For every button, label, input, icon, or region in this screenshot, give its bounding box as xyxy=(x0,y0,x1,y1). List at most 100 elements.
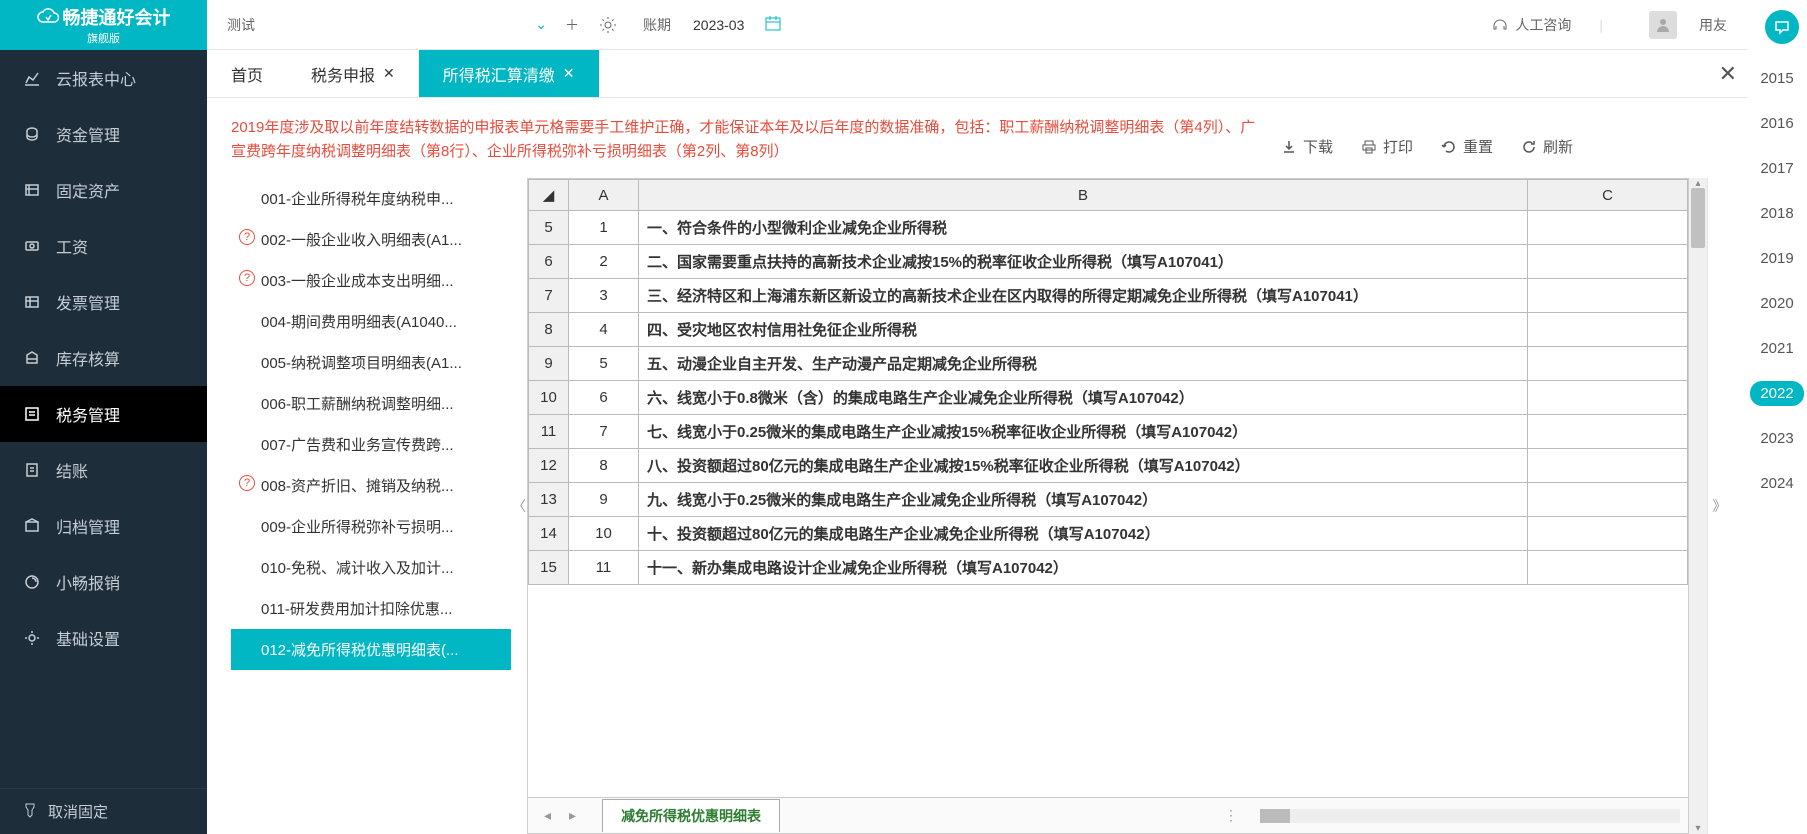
row-header[interactable]: 11 xyxy=(529,415,569,449)
year-2016[interactable]: 2016 xyxy=(1754,111,1799,136)
cell[interactable] xyxy=(1528,313,1688,347)
form-item-10[interactable]: 011-研发费用加计扣除优惠... xyxy=(231,588,511,629)
tab-close[interactable]: ✕ xyxy=(383,65,395,82)
nav-item-6[interactable]: 税务管理 xyxy=(0,386,207,442)
cell[interactable]: 2 xyxy=(569,245,639,279)
help-icon[interactable]: ? xyxy=(239,270,255,286)
cell[interactable]: 九、线宽小于0.25微米的集成电路生产企业减免企业所得税（填写A107042） xyxy=(639,483,1528,517)
form-item-7[interactable]: ?008-资产折旧、摊销及纳税... xyxy=(231,465,511,506)
tab-1[interactable]: 税务申报✕ xyxy=(287,50,419,97)
year-2023[interactable]: 2023 xyxy=(1754,426,1799,451)
cell[interactable] xyxy=(1528,245,1688,279)
cell[interactable] xyxy=(1528,449,1688,483)
col-header[interactable]: B xyxy=(639,180,1528,211)
avatar[interactable] xyxy=(1649,11,1677,39)
row-header[interactable]: 9 xyxy=(529,347,569,381)
calendar-icon[interactable] xyxy=(764,14,782,35)
nav-item-9[interactable]: 小畅报销 xyxy=(0,554,207,610)
year-2024[interactable]: 2024 xyxy=(1754,471,1799,496)
nav-item-4[interactable]: 发票管理 xyxy=(0,274,207,330)
nav-item-10[interactable]: 基础设置 xyxy=(0,610,207,666)
download-button[interactable]: 下载 xyxy=(1281,136,1333,157)
cell[interactable]: 八、投资额超过80亿元的集成电路生产企业减按15%税率征收企业所得税（填写A10… xyxy=(639,449,1528,483)
cell[interactable]: 六、线宽小于0.8微米（含）的集成电路生产企业减免企业所得税（填写A107042… xyxy=(639,381,1528,415)
nav-item-5[interactable]: 库存核算 xyxy=(0,330,207,386)
cell[interactable] xyxy=(1528,381,1688,415)
cell[interactable]: 五、动漫企业自主开发、生产动漫产品定期减免企业所得税 xyxy=(639,347,1528,381)
year-2015[interactable]: 2015 xyxy=(1754,66,1799,91)
row-header[interactable]: 15 xyxy=(529,551,569,585)
form-item-4[interactable]: 005-纳税调整项目明细表(A1... xyxy=(231,342,511,383)
row-header[interactable]: 14 xyxy=(529,517,569,551)
form-item-5[interactable]: 006-职工薪酬纳税调整明细... xyxy=(231,383,511,424)
sheet-prev[interactable]: ◂ xyxy=(544,807,551,824)
year-2019[interactable]: 2019 xyxy=(1754,246,1799,271)
nav-item-8[interactable]: 归档管理 xyxy=(0,498,207,554)
help-icon[interactable]: ? xyxy=(239,229,255,245)
year-2021[interactable]: 2021 xyxy=(1754,336,1799,361)
cell[interactable]: 七、线宽小于0.25微米的集成电路生产企业减按15%税率征收企业所得税（填写A1… xyxy=(639,415,1528,449)
cell[interactable]: 4 xyxy=(569,313,639,347)
form-item-1[interactable]: ?002-一般企业收入明细表(A1... xyxy=(231,219,511,260)
cell[interactable] xyxy=(1528,517,1688,551)
nav-item-0[interactable]: 云报表中心 xyxy=(0,50,207,106)
reset-button[interactable]: 重置 xyxy=(1441,136,1493,157)
col-header[interactable]: C xyxy=(1528,180,1688,211)
row-header[interactable]: 8 xyxy=(529,313,569,347)
tab-2[interactable]: 所得税汇算清缴✕ xyxy=(419,50,599,97)
cell[interactable]: 9 xyxy=(569,483,639,517)
refresh-button[interactable]: 刷新 xyxy=(1521,136,1573,157)
cell[interactable]: 5 xyxy=(569,347,639,381)
form-item-8[interactable]: 009-企业所得税弥补亏损明... xyxy=(231,506,511,547)
nav-item-1[interactable]: 资金管理 xyxy=(0,106,207,162)
grid[interactable]: ◢ABC51一、符合条件的小型微利企业减免企业所得税62二、国家需要重点扶持的高… xyxy=(528,179,1688,797)
row-header[interactable]: 6 xyxy=(529,245,569,279)
year-2020[interactable]: 2020 xyxy=(1754,291,1799,316)
row-header[interactable]: 12 xyxy=(529,449,569,483)
sheet-tab[interactable]: 减免所得税优惠明细表 xyxy=(602,799,780,832)
row-header[interactable]: 13 xyxy=(529,483,569,517)
cell[interactable] xyxy=(1528,211,1688,245)
cell[interactable]: 7 xyxy=(569,415,639,449)
hscrollbar[interactable] xyxy=(1260,809,1680,823)
nav-item-7[interactable]: 结账 xyxy=(0,442,207,498)
row-header[interactable]: 7 xyxy=(529,279,569,313)
cell[interactable] xyxy=(1528,551,1688,585)
row-header[interactable]: 5 xyxy=(529,211,569,245)
form-item-9[interactable]: 010-免税、减计收入及加计... xyxy=(231,547,511,588)
help-icon[interactable]: ? xyxy=(239,475,255,491)
form-item-2[interactable]: ?003-一般企业成本支出明细... xyxy=(231,260,511,301)
collapse-handle[interactable]: 〈 xyxy=(511,178,527,834)
gear-icon[interactable] xyxy=(597,14,619,36)
cell[interactable]: 三、经济特区和上海浦东新区新设立的高新技术企业在区内取得的所得定期减免企业所得税… xyxy=(639,279,1528,313)
chat-bubble[interactable] xyxy=(1765,10,1799,44)
cell[interactable]: 二、国家需要重点扶持的高新技术企业减按15%的税率征收企业所得税（填写A1070… xyxy=(639,245,1528,279)
form-item-6[interactable]: 007-广告费和业务宣传费跨... xyxy=(231,424,511,465)
cell[interactable]: 10 xyxy=(569,517,639,551)
print-button[interactable]: 打印 xyxy=(1361,136,1413,157)
add-icon[interactable]: ＋ xyxy=(561,14,583,36)
cell[interactable]: 8 xyxy=(569,449,639,483)
cell[interactable] xyxy=(1528,279,1688,313)
expand-handle[interactable]: 》 xyxy=(1707,178,1731,834)
cell[interactable]: 1 xyxy=(569,211,639,245)
row-header[interactable]: 10 xyxy=(529,381,569,415)
company-select[interactable]: 测试 ⌄ xyxy=(227,15,547,35)
year-2017[interactable]: 2017 xyxy=(1754,156,1799,181)
form-item-3[interactable]: 004-期间费用明细表(A1040... xyxy=(231,301,511,342)
form-item-0[interactable]: 001-企业所得税年度纳税申... xyxy=(231,178,511,219)
tab-close[interactable]: ✕ xyxy=(563,65,575,82)
cell[interactable]: 3 xyxy=(569,279,639,313)
cell[interactable]: 十一、新办集成电路设计企业减免企业所得税（填写A107042） xyxy=(639,551,1528,585)
consult-link[interactable]: 人工咨询 xyxy=(1491,15,1571,35)
cell[interactable] xyxy=(1528,483,1688,517)
pin-toggle[interactable]: 取消固定 xyxy=(0,788,207,834)
col-header[interactable]: A xyxy=(569,180,639,211)
sheet-next[interactable]: ▸ xyxy=(569,807,576,824)
sheet-menu[interactable]: ⋮ xyxy=(1210,807,1252,824)
nav-item-3[interactable]: 工资 xyxy=(0,218,207,274)
tabs-close-all[interactable]: ✕ xyxy=(1719,50,1737,97)
cell[interactable]: 6 xyxy=(569,381,639,415)
year-2018[interactable]: 2018 xyxy=(1754,201,1799,226)
cell[interactable]: 一、符合条件的小型微利企业减免企业所得税 xyxy=(639,211,1528,245)
